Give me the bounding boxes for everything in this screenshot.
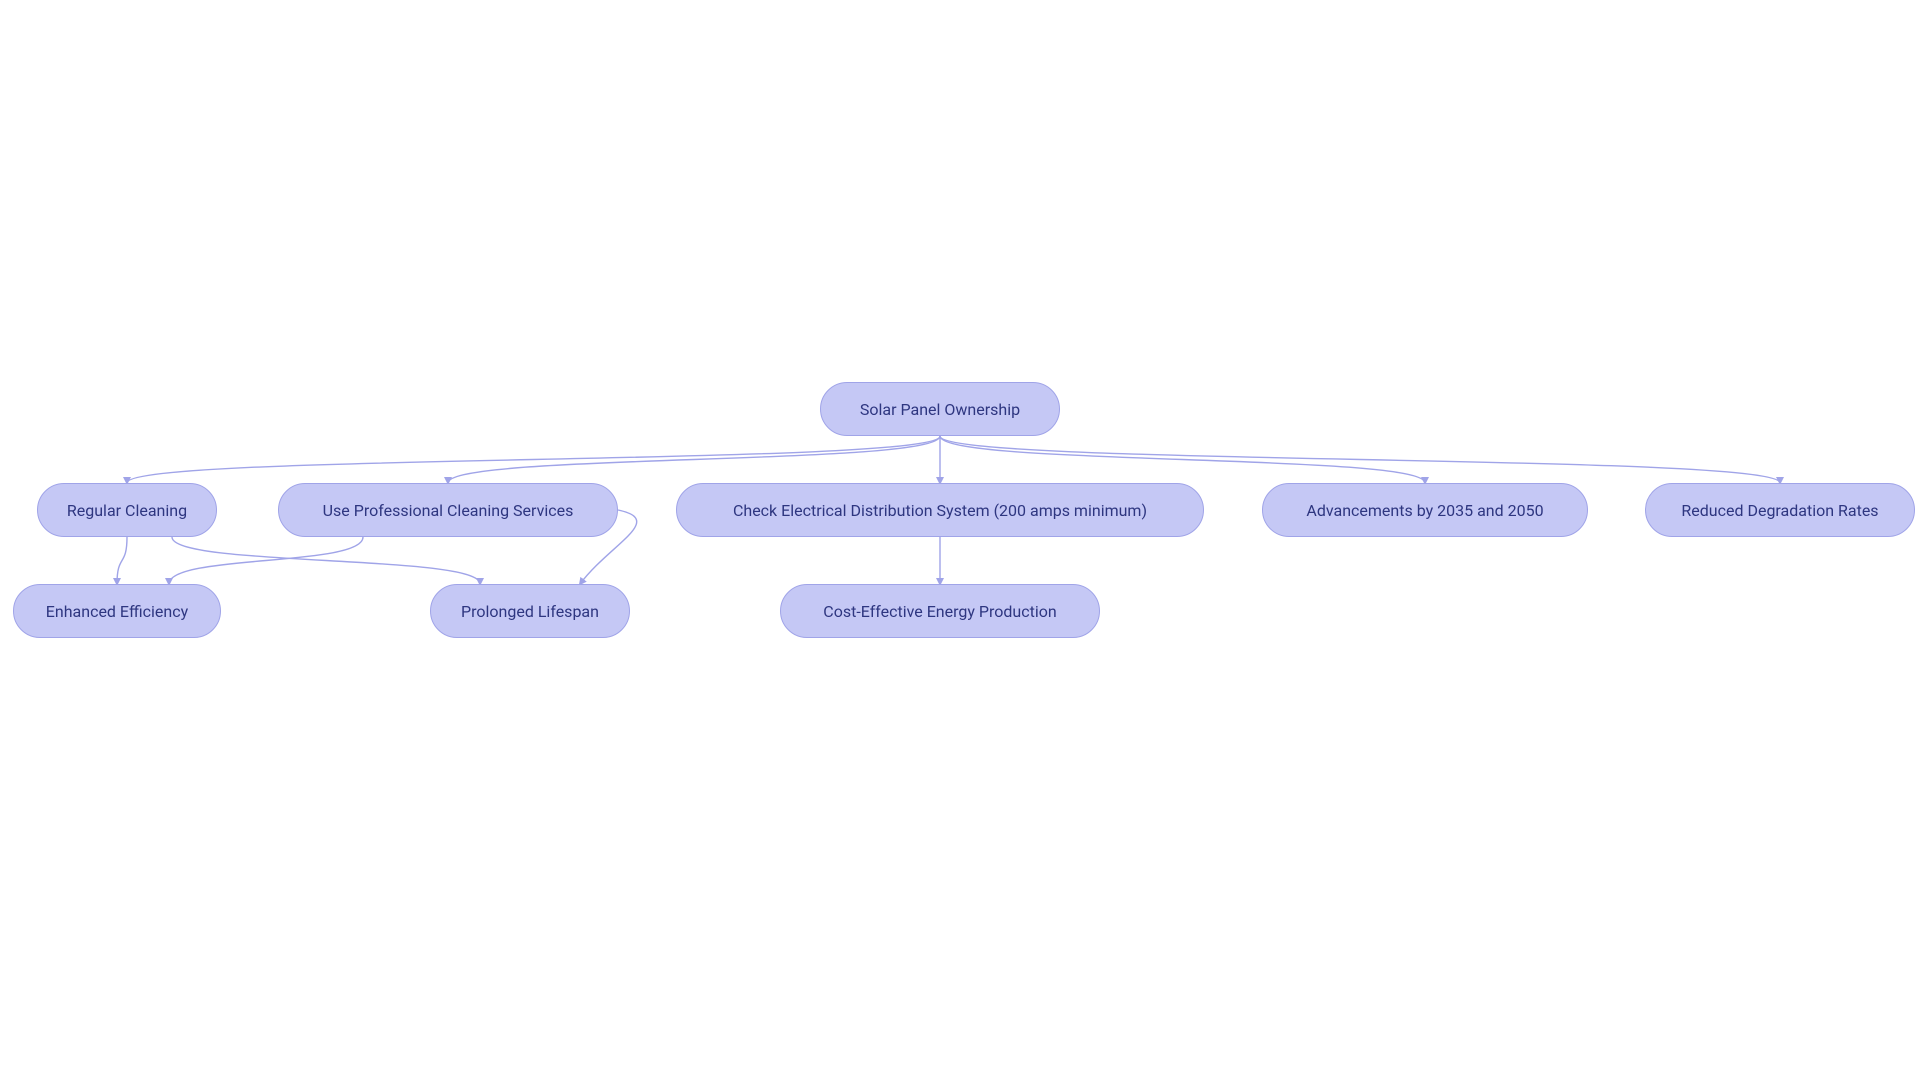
node-elec: Check Electrical Distribution System (20… xyxy=(676,483,1204,537)
edge-prof-eff xyxy=(169,537,363,584)
diagram-canvas: Solar Panel Ownership Regular Cleaning Use… xyxy=(0,0,1920,1083)
node-cost: Cost-Effective Energy Production xyxy=(780,584,1100,638)
node-life: Prolonged Lifespan xyxy=(430,584,630,638)
edges-layer xyxy=(0,0,1920,1083)
node-adv: Advancements by 2035 and 2050 xyxy=(1262,483,1588,537)
edge-root-adv xyxy=(940,436,1425,483)
node-label: Prolonged Lifespan xyxy=(461,602,599,621)
node-degr: Reduced Degradation Rates xyxy=(1645,483,1915,537)
edge-root-cleaning xyxy=(127,436,940,483)
node-label: Cost-Effective Energy Production xyxy=(823,602,1056,621)
node-label: Advancements by 2035 and 2050 xyxy=(1306,501,1543,520)
node-root: Solar Panel Ownership xyxy=(820,382,1060,436)
node-label: Regular Cleaning xyxy=(67,501,187,520)
edge-root-prof xyxy=(448,436,940,483)
node-label: Check Electrical Distribution System (20… xyxy=(733,501,1147,520)
node-label: Solar Panel Ownership xyxy=(860,400,1020,419)
node-prof: Use Professional Cleaning Services xyxy=(278,483,618,537)
node-label: Use Professional Cleaning Services xyxy=(323,501,574,520)
node-label: Enhanced Efficiency xyxy=(46,602,188,621)
node-eff: Enhanced Efficiency xyxy=(13,584,221,638)
node-label: Reduced Degradation Rates xyxy=(1681,501,1878,520)
edge-cleaning-life xyxy=(172,537,480,584)
node-cleaning: Regular Cleaning xyxy=(37,483,217,537)
edge-cleaning-eff xyxy=(117,537,127,584)
edge-root-degr xyxy=(940,436,1780,483)
